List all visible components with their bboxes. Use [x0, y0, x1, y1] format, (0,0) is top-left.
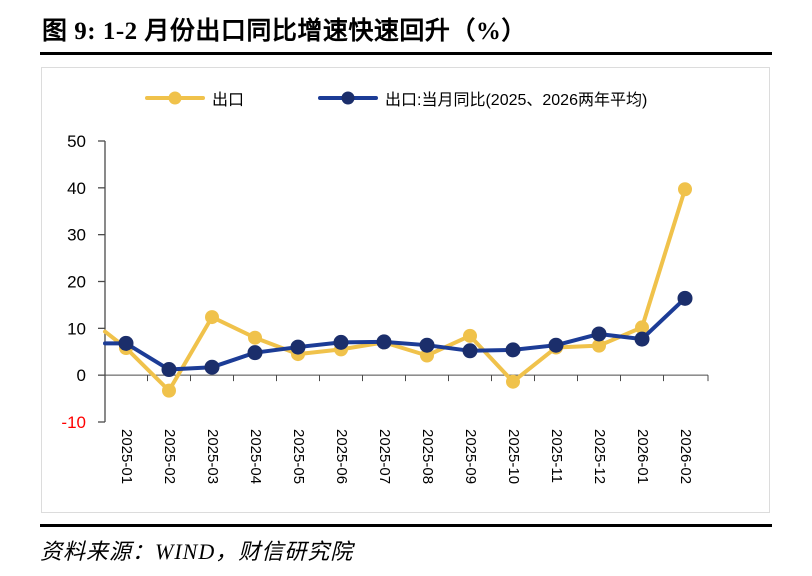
x-axis-tick-label: 2025-10	[505, 429, 522, 484]
export-two-year-avg-marker	[376, 334, 392, 350]
export-two-year-avg-marker	[634, 331, 650, 347]
x-axis-tick-label: 2026-02	[677, 429, 694, 484]
x-axis-tick-label: 2025-12	[591, 429, 608, 484]
x-axis-tick-label: 2025-09	[462, 429, 479, 484]
export-two-year-avg-marker	[290, 339, 306, 355]
export-marker	[248, 330, 262, 345]
export-marker	[506, 374, 520, 389]
legend-label-export: 出口	[212, 92, 245, 109]
export-two-year-avg-marker	[548, 337, 564, 353]
title-divider	[40, 52, 772, 55]
y-axis-tick-label: 30	[67, 226, 86, 245]
export-marker	[463, 328, 477, 343]
export-marker	[420, 348, 434, 363]
export-two-year-avg-legend-dot-icon	[341, 91, 355, 105]
export-marker	[162, 383, 176, 398]
export-two-year-avg-marker	[333, 334, 349, 350]
x-axis-tick-label: 2025-02	[161, 429, 178, 484]
export-two-year-avg-marker	[462, 343, 478, 359]
x-axis-tick-label: 2025-05	[290, 429, 307, 484]
legend-item-export-two-year-avg: 出口:当月同比(2025、2026两年平均)	[318, 86, 647, 110]
export-marker	[678, 182, 692, 197]
y-axis-tick-label: 0	[77, 366, 86, 385]
footer-divider	[40, 524, 772, 527]
legend-item-export: 出口	[145, 86, 244, 110]
export-line	[103, 187, 687, 393]
x-axis-tick-label: 2025-11	[548, 429, 565, 483]
y-axis-tick-label: 10	[67, 319, 86, 338]
x-axis-tick-label: 2025-01	[118, 429, 135, 484]
y-axis-tick-label: 40	[67, 179, 86, 198]
export-two-year-avg-legend-line-icon	[318, 91, 379, 105]
x-axis-tick-label: 2025-06	[333, 429, 350, 484]
export-two-year-avg-marker	[591, 326, 607, 342]
export-marker	[592, 338, 606, 353]
x-axis-tick-label: 2025-04	[247, 429, 264, 484]
y-axis-tick-label: 20	[67, 272, 86, 291]
x-axis-tick-label: 2025-03	[204, 429, 221, 484]
export-legend-dot-icon	[168, 91, 182, 105]
export-two-year-avg-marker	[247, 345, 263, 361]
x-axis-tick-label: 2026-01	[634, 429, 651, 484]
export-two-year-avg-marker	[419, 337, 435, 353]
export-legend-line-icon	[145, 91, 205, 105]
export-marker	[635, 320, 649, 335]
y-axis-tick-label: -10	[61, 413, 86, 432]
x-axis-tick-label: 2025-08	[419, 429, 436, 484]
x-axis-tick-label: 2025-07	[376, 429, 393, 484]
export-two-year-avg-marker	[204, 359, 220, 375]
chart-container: 50 40 30 20 10 0 -10 2025-01 2025-02 2025-03 2025-…	[41, 67, 770, 513]
chart-legend: 出口 出口:当月同比(2025、2026两年平均)	[145, 86, 647, 110]
export-two-year-avg-marker	[161, 362, 177, 378]
figure-title: 图 9: 1-2 月份出口同比增速快速回升（%）	[42, 18, 527, 45]
export-two-year-avg-marker	[677, 290, 693, 306]
y-axis-tick-label: 50	[67, 132, 86, 151]
legend-label-export-two-year-avg: 出口:当月同比(2025、2026两年平均)	[385, 92, 648, 109]
export-two-year-avg-marker	[118, 335, 134, 351]
data-source: 资料来源：WIND，财信研究院	[40, 539, 354, 564]
export-marker	[205, 310, 219, 325]
export-two-year-avg-marker	[505, 342, 521, 358]
line-chart: 50 40 30 20 10 0 -10 2025-01 2025-02 2025-03 2025-…	[61, 132, 709, 484]
